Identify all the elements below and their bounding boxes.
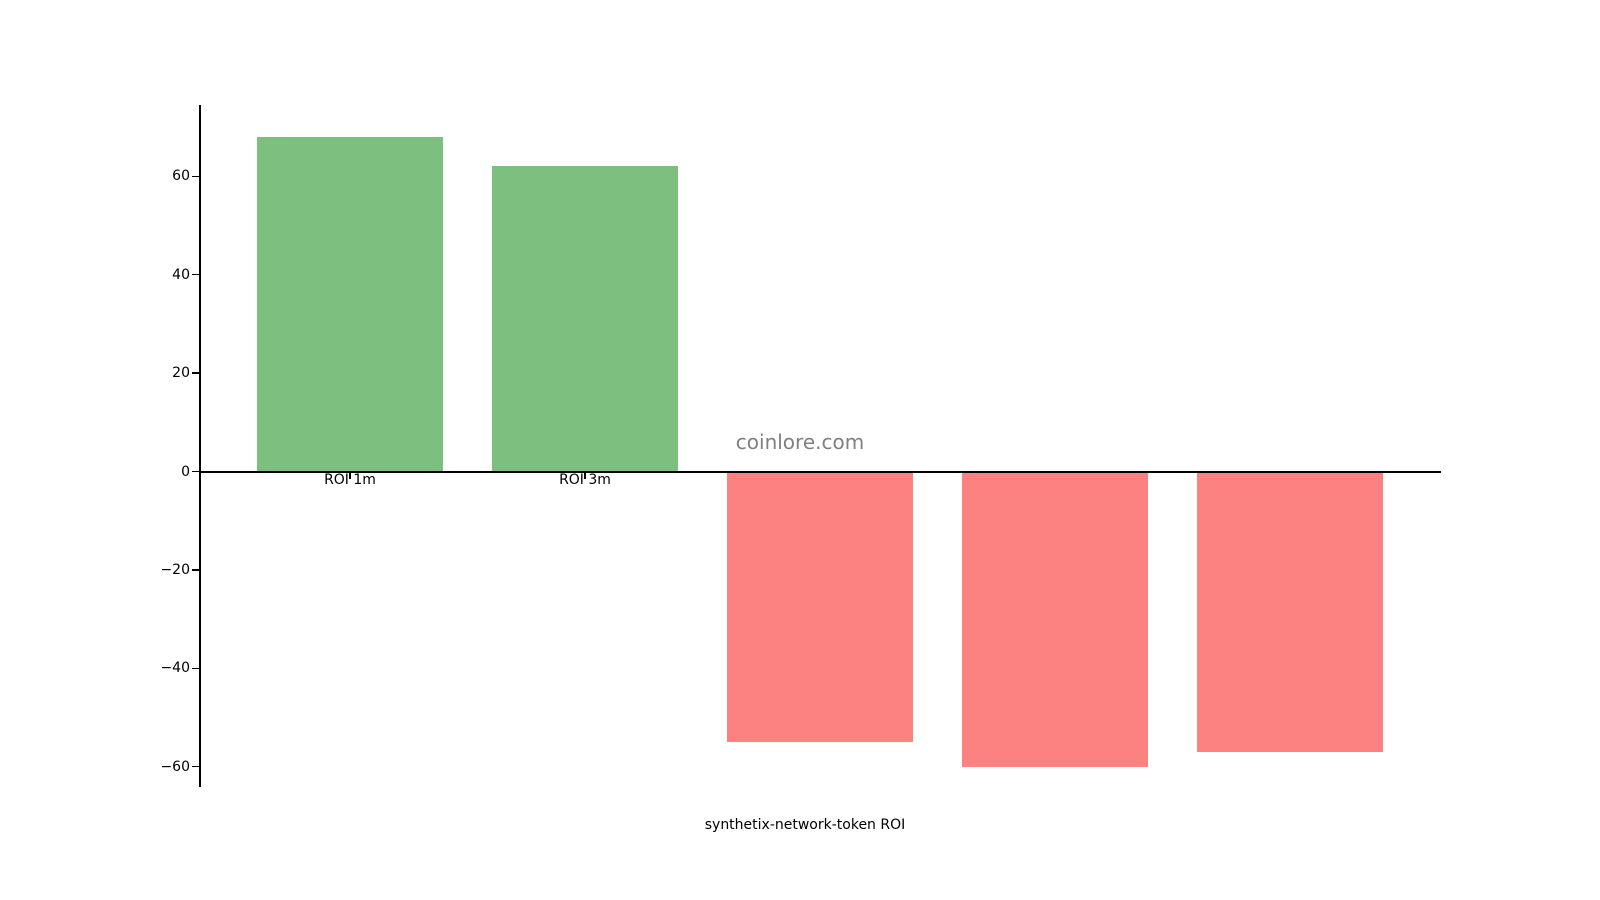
y-axis-tick-label: 60 — [172, 168, 190, 185]
bar-negative — [727, 471, 913, 743]
bar-negative — [962, 471, 1148, 767]
y-axis-tick — [192, 667, 199, 669]
y-axis-line — [199, 105, 201, 787]
y-axis-tick-label: 0 — [181, 463, 190, 480]
x-axis-tick — [584, 471, 586, 479]
x-axis-zero-line — [199, 471, 1441, 473]
x-axis-tick-label: ROI 1m — [324, 472, 376, 488]
y-axis-tick-label: 40 — [172, 266, 190, 283]
y-axis-tick — [192, 274, 199, 276]
bar-positive — [257, 136, 443, 472]
y-axis-tick — [192, 766, 199, 768]
y-axis-tick — [192, 175, 199, 177]
chart-title: synthetix-network-token ROI — [704, 817, 906, 833]
y-axis-tick-label: −20 — [160, 561, 190, 578]
x-axis-tick — [349, 471, 351, 479]
y-axis-tick-label: −40 — [160, 660, 190, 677]
y-axis-tick — [192, 372, 199, 374]
y-axis-tick-label: −60 — [160, 758, 190, 775]
bar-negative — [1197, 471, 1383, 752]
y-axis-tick-label: 20 — [172, 365, 190, 382]
y-axis-tick — [192, 470, 199, 473]
bar-positive — [492, 166, 678, 472]
x-axis-tick-label: ROI 3m — [559, 472, 611, 488]
y-axis-tick — [192, 569, 199, 571]
watermark-text: coinlore.com — [735, 430, 865, 454]
